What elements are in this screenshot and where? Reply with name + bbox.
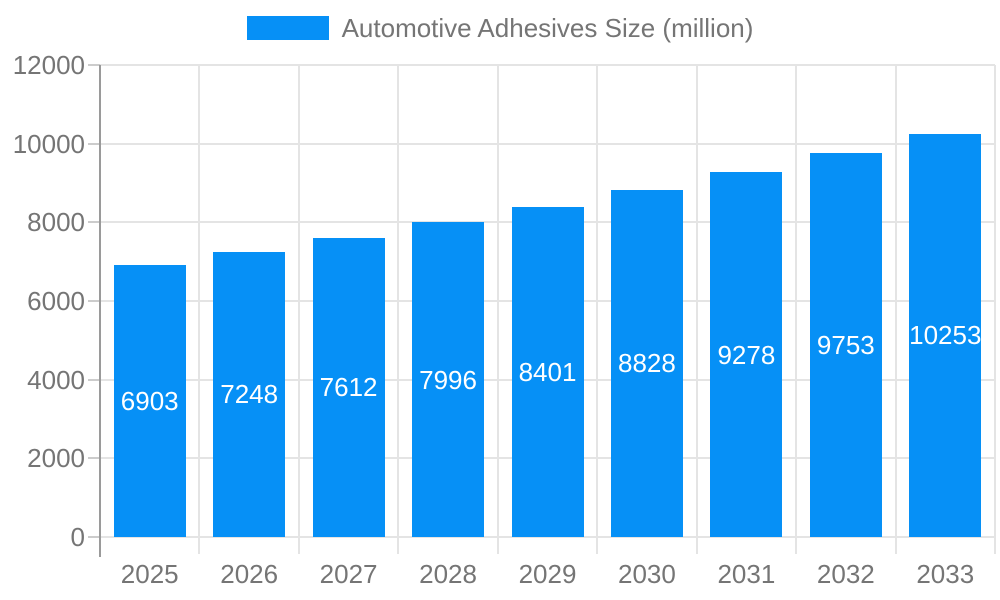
y-axis-label: 6000 [27, 286, 85, 316]
x-axis-label: 2032 [816, 559, 875, 589]
v-gridline [596, 65, 599, 554]
bar-value-label: 7612 [319, 372, 378, 403]
x-axis-label: 2026 [220, 559, 279, 589]
bar[interactable] [610, 189, 683, 537]
bar-value-label: 8401 [518, 356, 577, 387]
v-gridline [994, 65, 996, 554]
bar[interactable] [809, 153, 882, 537]
bar-value-label: 9278 [717, 339, 776, 370]
bar[interactable] [213, 251, 286, 537]
bar[interactable] [909, 133, 982, 537]
legend-label: Automotive Adhesives Size (million) [341, 13, 754, 43]
y-axis-line [99, 65, 101, 557]
x-axis-label: 2030 [618, 559, 676, 589]
v-gridline [894, 65, 897, 554]
v-gridline [297, 65, 300, 554]
x-axis-label: 2033 [916, 559, 975, 589]
y-axis-tick [88, 378, 100, 381]
y-axis-tick [88, 221, 100, 224]
legend-item[interactable]: Automotive Adhesives Size (million) [246, 13, 754, 43]
bar-value-label: 9753 [816, 330, 875, 361]
y-axis-tick [88, 536, 100, 538]
y-axis-label: 2000 [27, 443, 85, 474]
bar-value-label: 7248 [220, 379, 279, 410]
x-axis-label: 2031 [717, 559, 776, 589]
legend: Automotive Adhesives Size (million) [0, 13, 1000, 43]
h-gridline [100, 142, 995, 145]
y-axis-label: 10000 [12, 128, 85, 159]
bar[interactable] [511, 206, 584, 537]
y-axis-label: 12000 [12, 50, 85, 80]
y-axis-tick [88, 142, 100, 145]
y-axis-tick [88, 64, 100, 66]
bar-value-label: 7996 [419, 364, 477, 395]
h-gridline [100, 64, 995, 66]
y-axis-tick [88, 300, 100, 302]
x-axis-label: 2027 [319, 559, 378, 589]
v-gridline [496, 65, 499, 554]
y-axis-label: 0 [70, 522, 85, 552]
x-axis-label: 2025 [120, 559, 179, 589]
v-gridline [198, 65, 201, 554]
v-gridline [695, 65, 698, 554]
v-gridline [795, 65, 798, 554]
y-axis-label: 4000 [27, 364, 85, 395]
bar[interactable] [412, 222, 485, 537]
bar-value-label: 8828 [618, 348, 676, 379]
y-axis-tick [88, 457, 100, 460]
x-axis-label: 2028 [419, 559, 477, 589]
y-axis-label: 8000 [27, 207, 85, 238]
bar[interactable] [113, 265, 186, 537]
bar[interactable] [710, 172, 783, 537]
bar[interactable] [312, 237, 385, 537]
v-gridline [397, 65, 400, 554]
bar-value-label: 10253 [909, 320, 982, 351]
x-axis-label: 2029 [518, 559, 577, 589]
h-gridline [100, 536, 995, 538]
bar-value-label: 6903 [120, 386, 179, 417]
legend-swatch-icon [246, 16, 329, 40]
